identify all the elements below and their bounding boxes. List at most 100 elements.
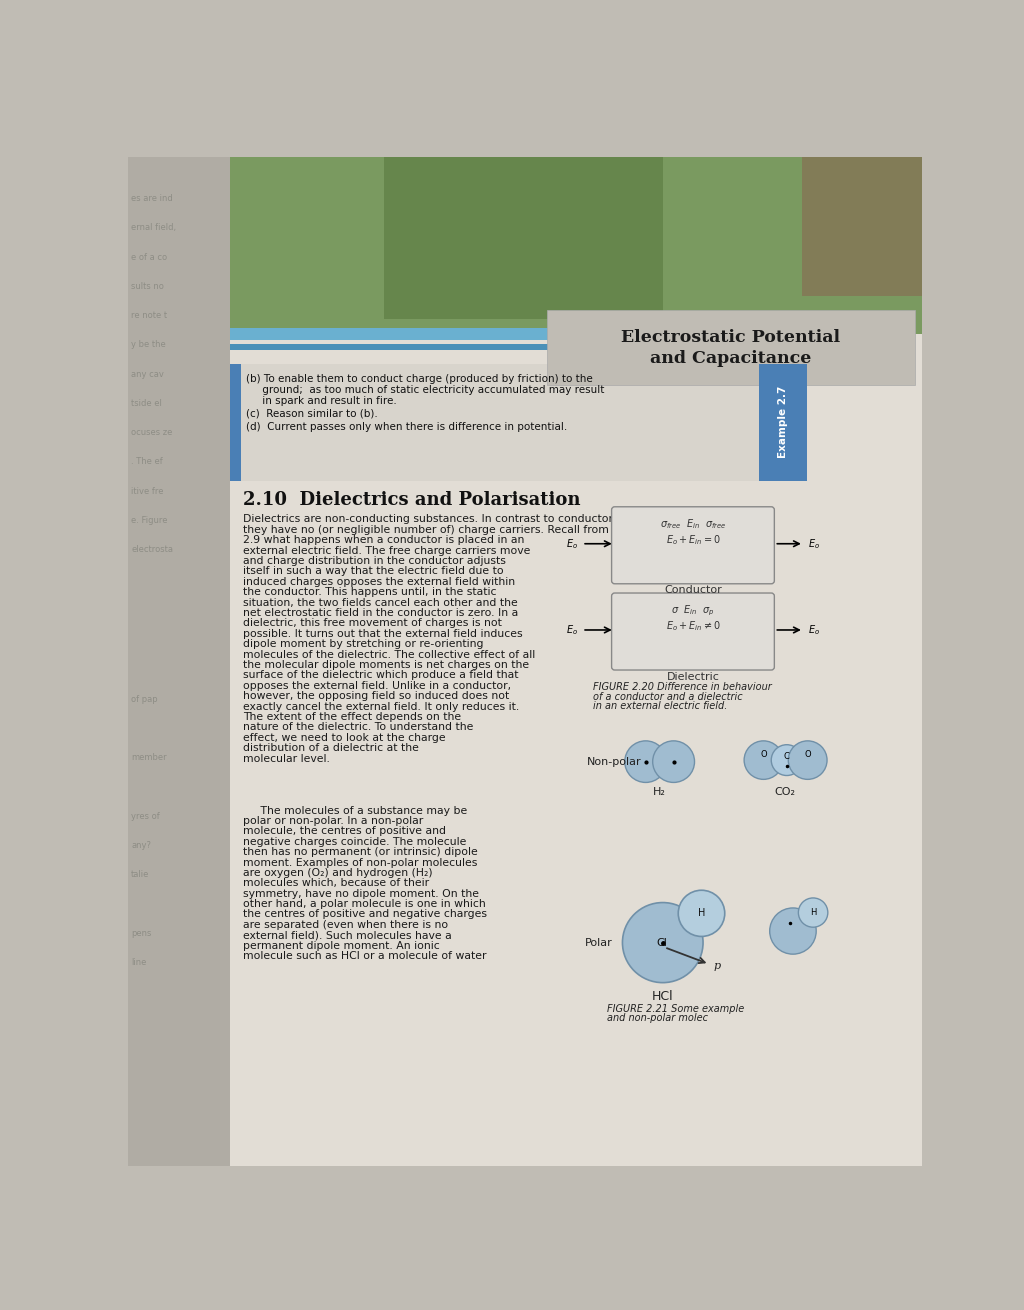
Bar [241, 364, 759, 481]
Circle shape [744, 741, 783, 779]
Text: ground;  as too much of static electricity accumulated may result: ground; as too much of static electricit… [246, 385, 604, 396]
Text: dielectric, this free movement of charges is not: dielectric, this free movement of charge… [243, 618, 502, 629]
Circle shape [788, 741, 827, 779]
Bar [230, 157, 922, 1166]
Text: of a conductor and a dielectric: of a conductor and a dielectric [593, 692, 742, 702]
Text: yres of: yres of [131, 812, 160, 820]
Text: Dielectrics are non-conducting substances. In contrast to conductors,: Dielectrics are non-conducting substance… [243, 515, 622, 524]
Circle shape [771, 744, 802, 776]
Bar [128, 157, 230, 1166]
Bar [230, 328, 548, 341]
Text: e of a co: e of a co [131, 253, 167, 262]
Text: tside el: tside el [131, 400, 162, 407]
Text: effect, we need to look at the charge: effect, we need to look at the charge [243, 732, 445, 743]
Bar [759, 364, 807, 481]
Text: $E_o + E_{in} \neq 0$: $E_o + E_{in} \neq 0$ [666, 620, 720, 633]
Text: external field). Such molecules have a: external field). Such molecules have a [243, 930, 452, 941]
Text: and non-polar molec: and non-polar molec [607, 1014, 708, 1023]
Bar [230, 157, 922, 334]
Circle shape [625, 741, 667, 782]
Text: in an external electric field.: in an external electric field. [593, 701, 727, 711]
Text: net electrostatic field in the conductor is zero. In a: net electrostatic field in the conductor… [243, 608, 518, 618]
Text: talie: talie [131, 870, 150, 879]
Text: C: C [783, 752, 790, 761]
Text: . The ef: . The ef [131, 457, 163, 466]
Text: y be the: y be the [131, 341, 166, 350]
Text: pens: pens [131, 929, 152, 938]
Text: es are ind: es are ind [131, 194, 173, 203]
Text: HCl: HCl [652, 990, 674, 1003]
Text: possible. It turns out that the external field induces: possible. It turns out that the external… [243, 629, 522, 639]
Text: nature of the dielectric. To understand the: nature of the dielectric. To understand … [243, 722, 473, 732]
Text: Dielectric: Dielectric [667, 672, 720, 681]
Circle shape [623, 903, 703, 982]
Text: $E_o$: $E_o$ [565, 624, 578, 637]
Text: $E_o + E_{in} = 0$: $E_o + E_{in} = 0$ [666, 533, 720, 546]
Text: of pap: of pap [131, 694, 158, 703]
Text: molecule, the centres of positive and: molecule, the centres of positive and [243, 827, 445, 836]
Text: ocuses ze: ocuses ze [131, 428, 172, 438]
Text: 2.10  Dielectrics and Polarisation: 2.10 Dielectrics and Polarisation [243, 491, 581, 510]
Text: (d)  Current passes only when there is difference in potential.: (d) Current passes only when there is di… [246, 422, 567, 432]
Text: molecular level.: molecular level. [243, 753, 330, 764]
Text: p: p [713, 960, 720, 971]
Text: itive fre: itive fre [131, 487, 164, 495]
Bar [230, 364, 241, 481]
Text: $E_o$: $E_o$ [809, 624, 820, 637]
Text: (c)  Reason similar to (b).: (c) Reason similar to (b). [246, 409, 378, 418]
Circle shape [799, 897, 827, 927]
Text: FIGURE 2.20 Difference in behaviour: FIGURE 2.20 Difference in behaviour [593, 683, 772, 693]
Text: external electric field. The free charge carriers move: external electric field. The free charge… [243, 546, 530, 555]
Text: are separated (even when there is no: are separated (even when there is no [243, 920, 447, 930]
Text: opposes the external field. Unlike in a conductor,: opposes the external field. Unlike in a … [243, 681, 511, 690]
Text: any cav: any cav [131, 369, 164, 379]
Text: are oxygen (O₂) and hydrogen (H₂): are oxygen (O₂) and hydrogen (H₂) [243, 869, 432, 878]
Text: H₂: H₂ [653, 787, 666, 796]
Text: Non-polar: Non-polar [587, 757, 641, 766]
Circle shape [652, 741, 694, 782]
Text: situation, the two fields cancel each other and the: situation, the two fields cancel each ot… [243, 597, 517, 608]
Text: 2.9 what happens when a conductor is placed in an: 2.9 what happens when a conductor is pla… [243, 536, 524, 545]
Text: sults no: sults no [131, 282, 164, 291]
Text: The extent of the effect depends on the: The extent of the effect depends on the [243, 713, 461, 722]
Text: electrosta: electrosta [131, 545, 173, 554]
Text: exactly cancel the external field. It only reduces it.: exactly cancel the external field. It on… [243, 702, 519, 711]
Text: H: H [810, 908, 816, 917]
Text: distribution of a dielectric at the: distribution of a dielectric at the [243, 743, 419, 753]
Text: $\sigma$  $E_{in}$  $\sigma_p$: $\sigma$ $E_{in}$ $\sigma_p$ [672, 604, 715, 618]
Circle shape [770, 908, 816, 954]
Text: H: H [697, 908, 706, 918]
Text: induced charges opposes the external field within: induced charges opposes the external fie… [243, 576, 515, 587]
Text: member: member [131, 753, 167, 762]
Text: molecule such as HCl or a molecule of water: molecule such as HCl or a molecule of wa… [243, 951, 486, 962]
Text: FIGURE 2.21 Some example: FIGURE 2.21 Some example [607, 1005, 744, 1014]
Text: re note t: re note t [131, 312, 167, 320]
Text: the conductor. This happens until, in the static: the conductor. This happens until, in th… [243, 587, 497, 597]
Text: (b) To enable them to conduct charge (produced by friction) to the: (b) To enable them to conduct charge (pr… [246, 375, 593, 384]
Text: Example 2.7: Example 2.7 [778, 386, 787, 458]
FancyBboxPatch shape [611, 507, 774, 584]
Text: however, the opposing field so induced does not: however, the opposing field so induced d… [243, 692, 509, 701]
Text: moment. Examples of non-polar molecules: moment. Examples of non-polar molecules [243, 858, 477, 867]
Text: CO₂: CO₂ [775, 787, 796, 796]
Bar [230, 343, 548, 350]
Text: e. Figure: e. Figure [131, 516, 168, 525]
Text: $E_o$: $E_o$ [809, 537, 820, 550]
Text: Conductor: Conductor [665, 584, 722, 595]
Bar [384, 157, 663, 318]
Text: polar or non-polar. In a non-polar: polar or non-polar. In a non-polar [243, 816, 423, 825]
Text: any?: any? [131, 841, 152, 850]
Text: symmetry, have no dipole moment. On the: symmetry, have no dipole moment. On the [243, 888, 478, 899]
Text: then has no permanent (or intrinsic) dipole: then has no permanent (or intrinsic) dip… [243, 848, 477, 857]
Text: they have no (or negligible number of) charge carriers. Recall from Section: they have no (or negligible number of) c… [243, 525, 652, 534]
Text: and Capacitance: and Capacitance [650, 351, 812, 367]
Text: line: line [131, 958, 146, 967]
Text: other hand, a polar molecule is one in which: other hand, a polar molecule is one in w… [243, 899, 485, 909]
Text: in spark and result in fire.: in spark and result in fire. [246, 396, 396, 406]
Text: O: O [761, 751, 768, 760]
Text: the centres of positive and negative charges: the centres of positive and negative cha… [243, 909, 486, 920]
Text: dipole moment by stretching or re-orienting: dipole moment by stretching or re-orient… [243, 639, 483, 650]
Text: itself in such a way that the electric field due to: itself in such a way that the electric f… [243, 566, 504, 576]
Text: Electrostatic Potential: Electrostatic Potential [622, 329, 841, 346]
Text: $\sigma_{free}$  $E_{in}$  $\sigma_{free}$: $\sigma_{free}$ $E_{in}$ $\sigma_{free}$ [659, 517, 726, 532]
